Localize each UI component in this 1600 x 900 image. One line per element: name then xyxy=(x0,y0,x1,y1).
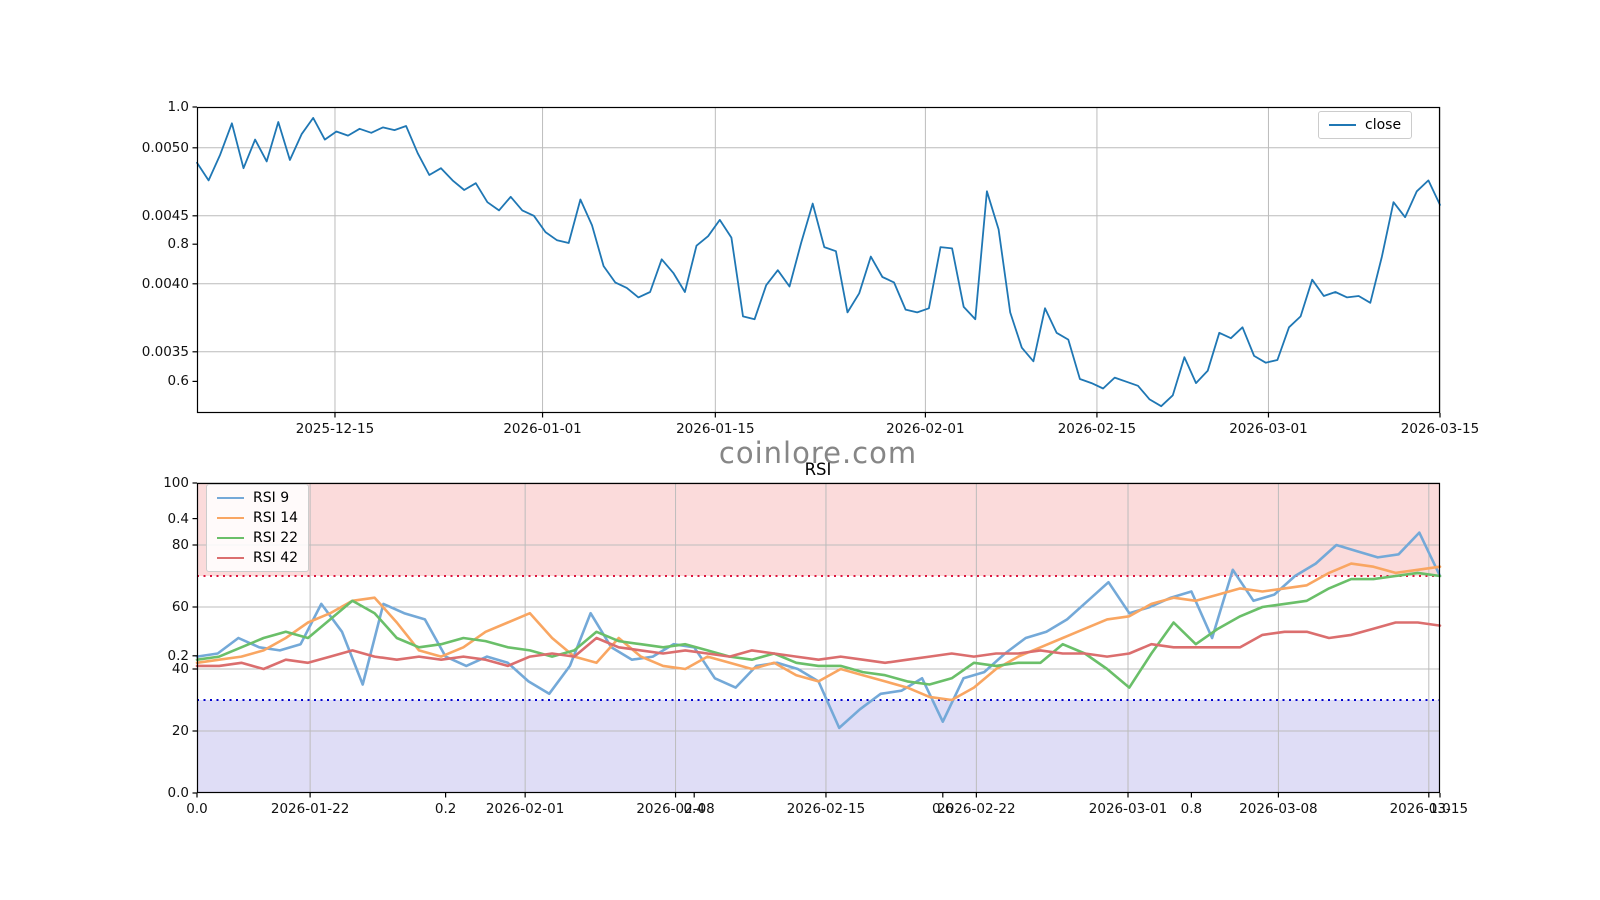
y-tick-label: 40 xyxy=(171,661,189,677)
band xyxy=(197,700,1440,793)
rsi-plot-svg xyxy=(192,482,1442,798)
y-tick-label: 20 xyxy=(171,723,189,739)
x-tick-label: 2026-01-15 xyxy=(676,421,755,437)
x-tick-label: 2026-03-15 xyxy=(1400,421,1480,437)
rsi42-legend-label: RSI 42 xyxy=(253,550,299,566)
x-tick-label: 2026-03-01 xyxy=(1088,801,1168,817)
price-plot-svg xyxy=(192,106,1441,418)
overlay-y-tick-label: 0.4 xyxy=(167,510,189,527)
series-close xyxy=(196,116,1441,408)
overlay-x-tick-label: 1.0 xyxy=(1429,801,1451,817)
rsi14-line-swatch xyxy=(217,517,244,519)
price-legend: close xyxy=(1318,111,1413,139)
overlay-x-tick-label: 0.0 xyxy=(186,801,208,817)
plot-border xyxy=(196,482,1441,794)
band xyxy=(197,483,1440,576)
legend-row-close: close xyxy=(1329,117,1401,133)
y-tick-label: 100 xyxy=(163,475,189,491)
x-tick-label: 2026-01-01 xyxy=(503,421,582,437)
overlay-x-tick-label: 0.6 xyxy=(932,801,954,817)
x-tick-label: 2026-02-01 xyxy=(886,421,965,437)
rsi14-legend-label: RSI 14 xyxy=(253,510,299,526)
series-rsi-14 xyxy=(195,562,1442,702)
x-tick-label: 2026-02-15 xyxy=(786,801,866,817)
watermark: coinlore.com xyxy=(718,436,918,470)
x-tick-label: 2026-03-01 xyxy=(1229,421,1308,437)
rsi-chart-title: RSI xyxy=(804,460,832,479)
y-tick-label: 80 xyxy=(171,537,189,553)
overlay-y-tick-label: 0.6 xyxy=(167,373,189,390)
rsi-legend: RSI 9 RSI 14 RSI 22 RSI 42 xyxy=(206,484,310,572)
y-tick-label: 0.0040 xyxy=(141,275,189,292)
y-tick-label: 0.0045 xyxy=(141,207,189,224)
x-tick-label: 2026-01-22 xyxy=(270,801,350,817)
y-tick-label: 0.0050 xyxy=(141,139,189,156)
rsi9-legend-label: RSI 9 xyxy=(253,490,290,506)
y-tick-label: 60 xyxy=(171,599,189,615)
series-rsi-22 xyxy=(195,571,1442,689)
overlay-x-tick-label: 0.8 xyxy=(1180,801,1203,817)
x-tick-label: 2026-02-01 xyxy=(485,801,565,817)
overlay-y-tick-label: 0.0 xyxy=(167,785,189,801)
x-tick-label: 2026-02-22 xyxy=(937,801,1016,817)
rsi22-line-swatch xyxy=(217,537,244,539)
close-legend-label: close xyxy=(1365,117,1402,133)
rsi9-line-swatch xyxy=(217,497,244,499)
y-tick-label: 0.0035 xyxy=(141,343,189,360)
rsi22-legend-label: RSI 22 xyxy=(253,530,299,546)
series-rsi-42 xyxy=(195,621,1442,671)
legend-row-rsi9: RSI 9 xyxy=(217,490,298,506)
overlay-y-tick-label: 1.0 xyxy=(167,99,189,115)
x-tick-label: 2026-03-15 xyxy=(1389,801,1469,817)
plot-border xyxy=(196,106,1441,414)
overlay-y-tick-label: 0.2 xyxy=(167,647,189,664)
x-tick-label: 2026-02-08 xyxy=(636,801,715,817)
overlay-x-tick-label: 0.2 xyxy=(434,801,457,817)
close-line-swatch xyxy=(1329,124,1356,126)
rsi42-line-swatch xyxy=(217,557,244,559)
x-tick-label: 2025-12-15 xyxy=(295,421,375,437)
x-tick-label: 2026-02-15 xyxy=(1057,421,1137,437)
x-tick-label: 2026-03-08 xyxy=(1239,801,1318,817)
overlay-x-tick-label: 0.4 xyxy=(683,801,705,817)
legend-row-rsi22: RSI 22 xyxy=(217,530,298,546)
legend-row-rsi42: RSI 42 xyxy=(217,550,298,566)
legend-row-rsi14: RSI 14 xyxy=(217,510,298,526)
overlay-y-tick-label: 0.8 xyxy=(167,236,189,253)
